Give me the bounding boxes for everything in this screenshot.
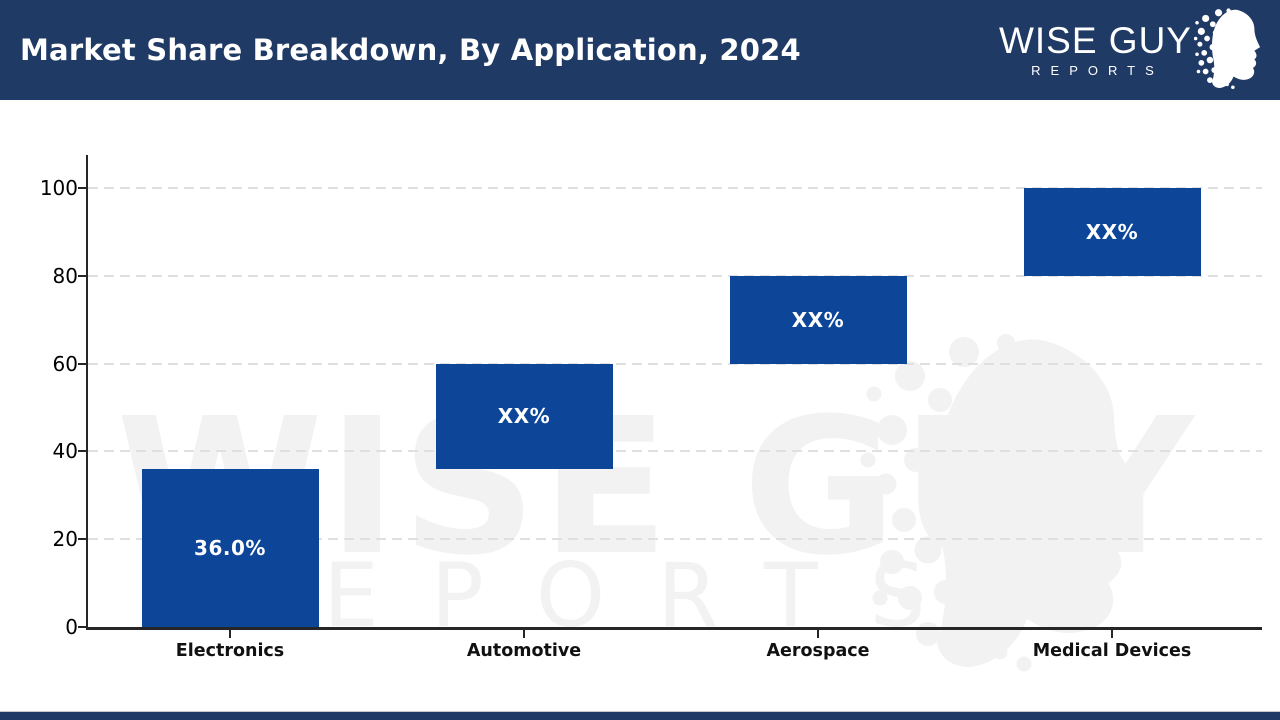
category-label-automotive: Automotive bbox=[466, 641, 582, 661]
bar-aerospace: XX% bbox=[729, 275, 907, 364]
y-axis-tick-label: 20 bbox=[52, 527, 78, 552]
x-axis-tick bbox=[229, 630, 231, 638]
bar-value-label: 36.0% bbox=[194, 535, 266, 560]
y-axis-tick bbox=[78, 274, 86, 277]
gridline-80 bbox=[88, 274, 1262, 277]
y-axis-tick-label: 100 bbox=[39, 176, 78, 200]
y-axis-tick bbox=[78, 450, 86, 453]
x-axis-tick bbox=[817, 630, 819, 638]
y-axis-tick bbox=[78, 626, 86, 628]
y-axis-tick bbox=[78, 538, 86, 541]
gridline-20 bbox=[88, 538, 1262, 541]
gridline-100 bbox=[88, 187, 1262, 189]
brand-logo-text: WISE GUY REPORTS bbox=[999, 22, 1192, 78]
logo-subtitle: REPORTS bbox=[1031, 63, 1164, 78]
gridline-60 bbox=[88, 362, 1262, 365]
bar-electronics: 36.0% bbox=[141, 468, 319, 627]
category-label-aerospace: Aerospace bbox=[766, 641, 870, 661]
y-axis-line bbox=[86, 155, 88, 627]
x-axis-line bbox=[86, 627, 1262, 630]
bar-automotive: XX% bbox=[435, 363, 613, 469]
category-label-electronics: Electronics bbox=[175, 641, 285, 661]
y-axis-tick bbox=[78, 362, 86, 365]
bar-value-label: XX% bbox=[497, 404, 551, 429]
y-axis-tick-label: 0 bbox=[65, 615, 78, 639]
y-axis-tick-label: 60 bbox=[52, 351, 78, 376]
watermark-subtitle: REPORTS bbox=[210, 544, 978, 647]
bar-value-label: XX% bbox=[1085, 219, 1139, 244]
header-bar: Market Share Breakdown, By Application, … bbox=[0, 0, 1280, 100]
gridline-40 bbox=[88, 450, 1262, 453]
y-axis-tick-label: 40 bbox=[52, 439, 78, 464]
logo-wordmark: WISE GUY bbox=[998, 20, 1192, 61]
footer-bar bbox=[0, 711, 1280, 720]
x-axis-tick bbox=[1111, 630, 1113, 638]
y-axis-tick bbox=[78, 187, 86, 189]
chart-area: WISE GUY REPORTS 0 20 40 60 80 100 36.0% Electr… bbox=[0, 100, 1280, 713]
bar-medical-devices: XX% bbox=[1023, 188, 1201, 276]
y-axis-tick-label: 80 bbox=[52, 263, 78, 288]
x-axis-tick bbox=[523, 630, 525, 638]
brand-logo: WISE GUY REPORTS bbox=[999, 7, 1266, 93]
category-label-medical-devices: Medical Devices bbox=[1032, 641, 1192, 661]
bar-value-label: XX% bbox=[791, 307, 845, 332]
page-title: Market Share Breakdown, By Application, … bbox=[20, 33, 801, 67]
